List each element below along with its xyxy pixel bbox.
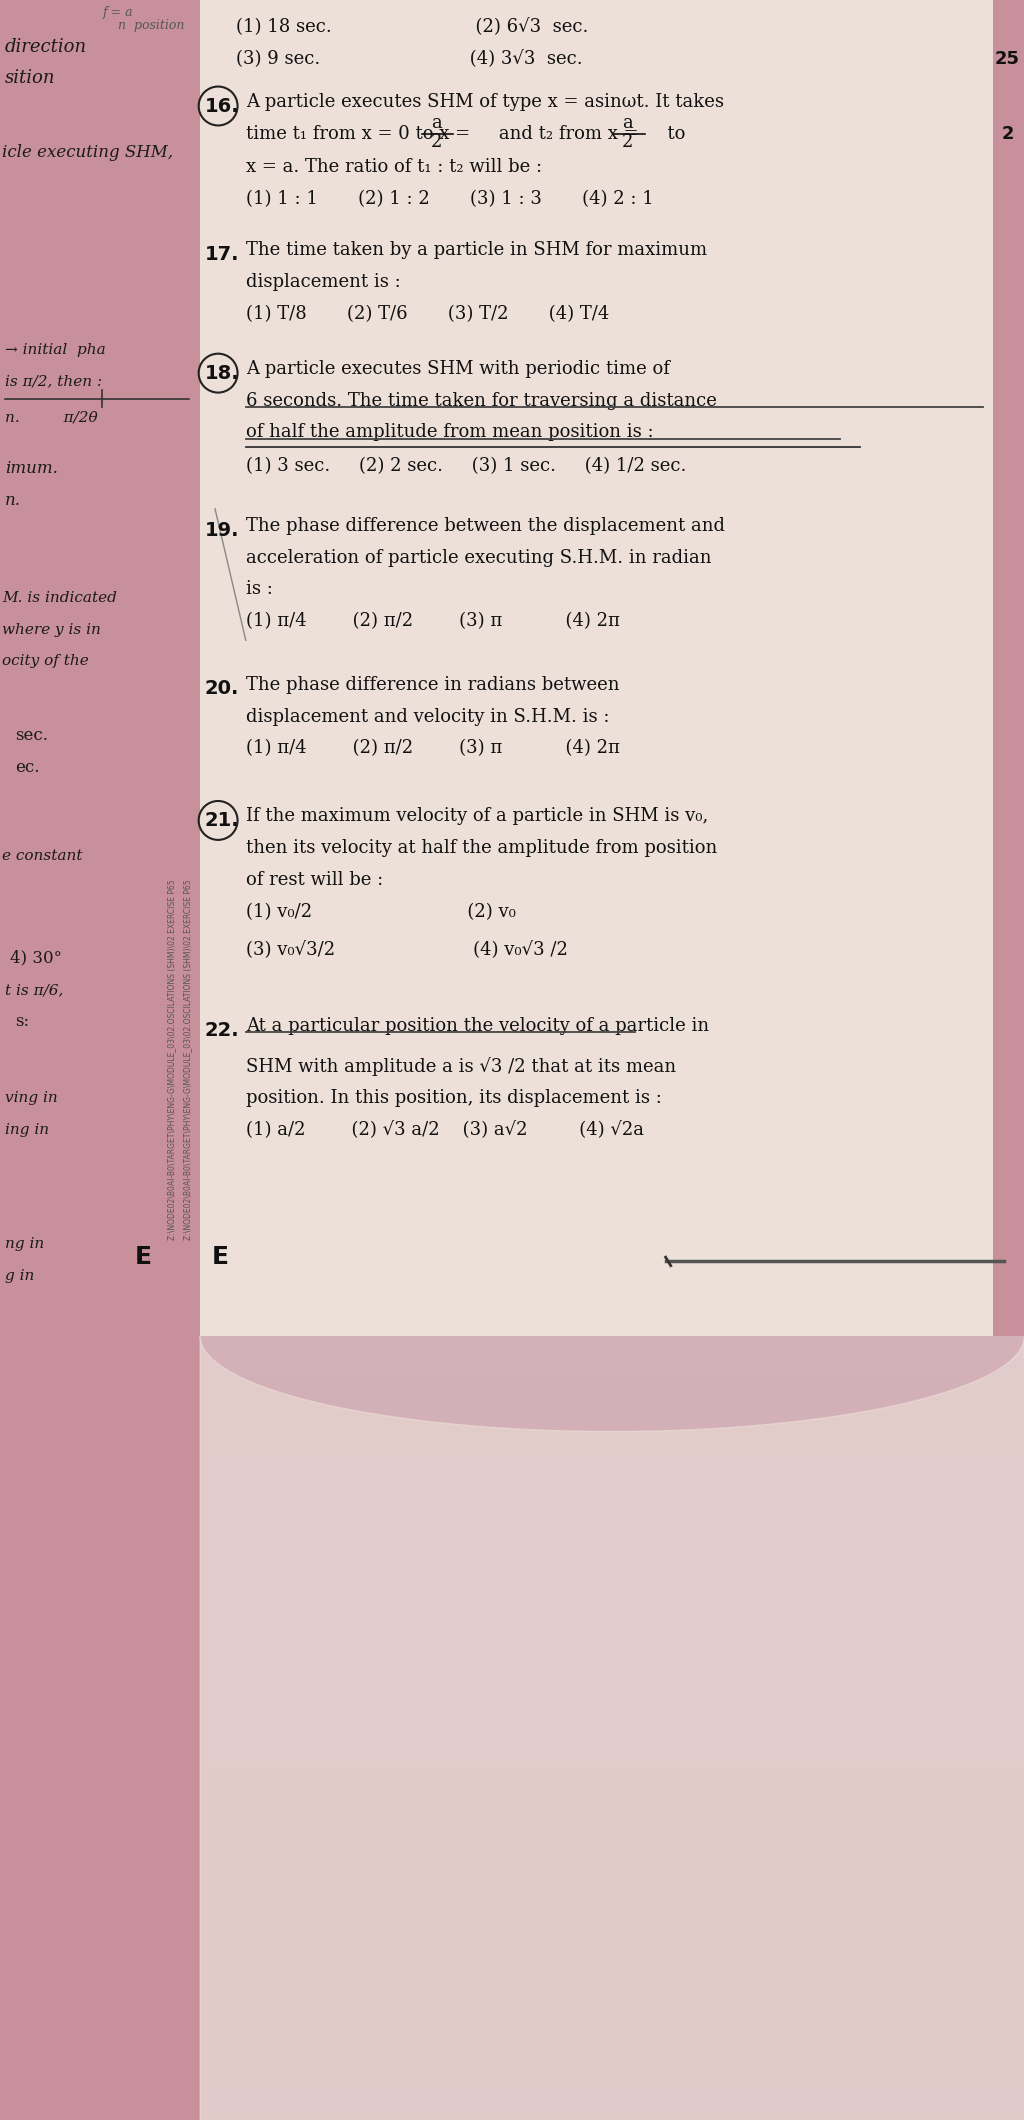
Text: 18.: 18. (205, 365, 240, 382)
Text: n.: n. (5, 492, 22, 509)
Text: icle executing SHM,: icle executing SHM, (2, 144, 173, 161)
Text: then its velocity at half the amplitude from position: then its velocity at half the amplitude … (246, 840, 717, 856)
Text: Z:\NODE02\B0AI-B0\TARGET\PHY\ENG-G\MODULE_03\02.OSCILATIONS (SHM)\02.EXERCISE P6: Z:\NODE02\B0AI-B0\TARGET\PHY\ENG-G\MODUL… (183, 880, 191, 1240)
Text: 2: 2 (622, 134, 634, 151)
Text: 2: 2 (1001, 125, 1014, 142)
Text: At a particular position the velocity of a particle in: At a particular position the velocity of… (246, 1018, 709, 1035)
Text: where y is in: where y is in (2, 623, 101, 636)
Bar (200, 1806, 1024, 1844)
Bar (200, 1571, 1024, 1611)
Bar (200, 1885, 1024, 1925)
Text: is π/2, then :: is π/2, then : (5, 375, 102, 388)
Bar (200, 1454, 1024, 1492)
Text: s:: s: (15, 1013, 30, 1030)
Text: a: a (431, 114, 441, 131)
Text: (1) v₀/2                           (2) v₀: (1) v₀/2 (2) v₀ (246, 903, 516, 920)
Text: g in: g in (5, 1270, 35, 1283)
Text: 25: 25 (995, 51, 1020, 68)
Text: A particle executes SHM with periodic time of: A particle executes SHM with periodic ti… (246, 360, 670, 377)
Text: e constant: e constant (2, 850, 83, 863)
Text: → initial  pha: → initial pha (5, 343, 105, 356)
Text: displacement and velocity in S.H.M. is :: displacement and velocity in S.H.M. is : (246, 708, 609, 725)
Text: 21.: 21. (205, 812, 240, 829)
Text: M. is indicated: M. is indicated (2, 591, 117, 604)
Text: ocity of the: ocity of the (2, 655, 89, 668)
Text: ec.: ec. (15, 759, 40, 776)
Text: A particle executes SHM of type x = asinωt. It takes: A particle executes SHM of type x = asin… (246, 93, 724, 110)
Text: (1) 1 : 1       (2) 1 : 2       (3) 1 : 3       (4) 2 : 1: (1) 1 : 1 (2) 1 : 2 (3) 1 : 3 (4) 2 : 1 (246, 191, 653, 208)
Text: ving in: ving in (5, 1092, 58, 1105)
Bar (200, 1925, 1024, 1963)
Bar (200, 1374, 1024, 1414)
Text: (1) π/4        (2) π/2        (3) π           (4) 2π: (1) π/4 (2) π/2 (3) π (4) 2π (246, 613, 620, 630)
Bar (200, 1728, 1024, 1768)
Text: imum.: imum. (5, 460, 58, 477)
Bar (200, 2082, 1024, 2120)
Text: Z:\NODE02\B0AI-B0\TARGET\PHY\ENG-G\MODULE_03\02.OSCILATIONS (SHM)\02.EXERCISE P6: Z:\NODE02\B0AI-B0\TARGET\PHY\ENG-G\MODUL… (168, 880, 176, 1240)
Text: 6 seconds. The time taken for traversing a distance: 6 seconds. The time taken for traversing… (246, 392, 717, 409)
Text: direction: direction (5, 38, 87, 55)
Text: 17.: 17. (205, 246, 240, 263)
Bar (200, 1768, 1024, 1806)
Bar (200, 1336, 1024, 1376)
Bar (200, 2001, 1024, 2042)
Text: sec.: sec. (15, 727, 48, 744)
Bar (200, 0, 993, 1336)
Text: (1) T/8       (2) T/6       (3) T/2       (4) T/4: (1) T/8 (2) T/6 (3) T/2 (4) T/4 (246, 305, 609, 322)
Text: x = a. The ratio of t₁ : t₂ will be :: x = a. The ratio of t₁ : t₂ will be : (246, 159, 542, 176)
Text: The time taken by a particle in SHM for maximum: The time taken by a particle in SHM for … (246, 242, 707, 259)
Text: (1) 18 sec.                         (2) 6√3  sec.: (1) 18 sec. (2) 6√3 sec. (236, 19, 588, 36)
Bar (200, 2042, 1024, 2082)
Text: The phase difference between the displacement and: The phase difference between the displac… (246, 517, 725, 534)
Text: is :: is : (246, 581, 272, 598)
Text: displacement is :: displacement is : (246, 273, 400, 290)
Text: 4) 30°: 4) 30° (10, 950, 62, 967)
Text: 22.: 22. (205, 1022, 240, 1039)
Bar (993, 0, 1024, 1336)
Text: 19.: 19. (205, 522, 240, 538)
Bar (200, 1414, 1024, 1454)
Text: If the maximum velocity of a particle in SHM is v₀,: If the maximum velocity of a particle in… (246, 808, 708, 825)
Bar (200, 1649, 1024, 1688)
Text: (1) a/2        (2) √3 a/2    (3) a√2         (4) √2a: (1) a/2 (2) √3 a/2 (3) a√2 (4) √2a (246, 1121, 644, 1138)
Text: 20.: 20. (205, 681, 240, 697)
Text: acceleration of particle executing S.H.M. in radian: acceleration of particle executing S.H.M… (246, 549, 712, 566)
Text: ing in: ing in (5, 1124, 49, 1136)
Text: (1) 3 sec.     (2) 2 sec.     (3) 1 sec.     (4) 1/2 sec.: (1) 3 sec. (2) 2 sec. (3) 1 sec. (4) 1/2… (246, 458, 686, 475)
Text: a: a (623, 114, 633, 131)
Text: 16.: 16. (205, 98, 240, 114)
Text: The phase difference in radians between: The phase difference in radians between (246, 676, 620, 693)
Text: 2: 2 (430, 134, 442, 151)
Text: of rest will be :: of rest will be : (246, 871, 383, 888)
Bar (200, 1336, 1024, 2120)
Bar (200, 1688, 1024, 1728)
Text: position. In this position, its displacement is :: position. In this position, its displace… (246, 1090, 662, 1107)
Text: n.         π/2θ: n. π/2θ (5, 411, 97, 424)
Text: ng in: ng in (5, 1238, 44, 1251)
Text: t is π/6,: t is π/6, (5, 984, 63, 996)
Bar (0, 0, 200, 2120)
Text: n  position: n position (118, 19, 184, 32)
Text: f = a: f = a (102, 6, 133, 19)
Text: (1) π/4        (2) π/2        (3) π           (4) 2π: (1) π/4 (2) π/2 (3) π (4) 2π (246, 740, 620, 757)
Bar (200, 1963, 1024, 2001)
Text: sition: sition (5, 70, 55, 87)
Text: E: E (212, 1244, 228, 1270)
Text: (3) 9 sec.                          (4) 3√3  sec.: (3) 9 sec. (4) 3√3 sec. (236, 51, 583, 68)
Text: (3) v₀√3/2                        (4) v₀√3 /2: (3) v₀√3/2 (4) v₀√3 /2 (246, 941, 567, 958)
Bar (200, 1492, 1024, 1531)
Bar (200, 1531, 1024, 1571)
Text: of half the amplitude from mean position is :: of half the amplitude from mean position… (246, 424, 653, 441)
Text: SHM with amplitude a is √3 /2 that at its mean: SHM with amplitude a is √3 /2 that at it… (246, 1058, 676, 1075)
Bar (200, 1611, 1024, 1649)
Bar (200, 1844, 1024, 1885)
Text: time t₁ from x = 0 to x =     and t₂ from x =     to: time t₁ from x = 0 to x = and t₂ from x … (246, 125, 685, 142)
Text: E: E (135, 1244, 152, 1270)
